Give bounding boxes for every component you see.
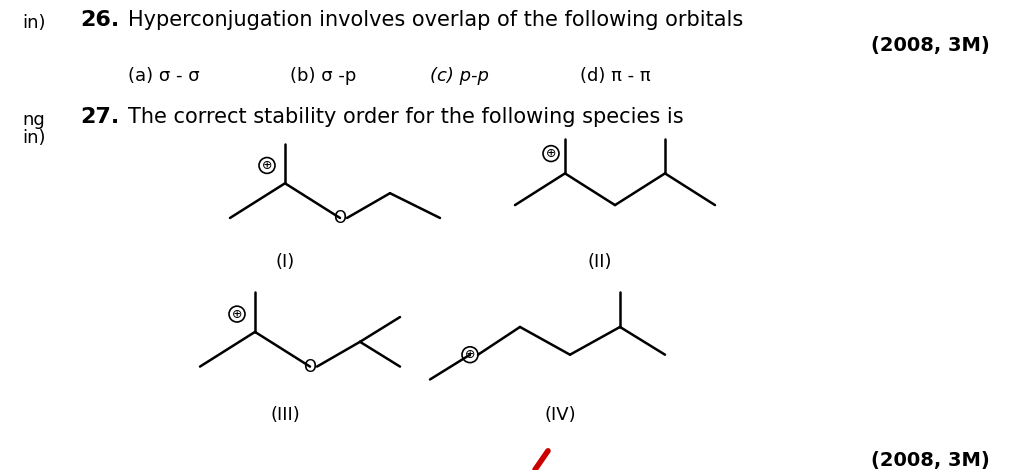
Text: ⊕: ⊕ (465, 348, 475, 361)
Text: 27.: 27. (80, 107, 119, 127)
Text: (c) p-p: (c) p-p (430, 67, 488, 85)
Text: O: O (334, 209, 346, 227)
Text: 26.: 26. (80, 10, 119, 30)
Text: ⊕: ⊕ (262, 159, 272, 172)
Text: (2008, 3M): (2008, 3M) (871, 36, 990, 55)
Text: (III): (III) (270, 406, 300, 424)
Text: ng: ng (22, 111, 45, 129)
Text: (II): (II) (588, 253, 612, 271)
Text: The correct stability order for the following species is: The correct stability order for the foll… (128, 107, 684, 127)
Text: Hyperconjugation involves overlap of the following orbitals: Hyperconjugation involves overlap of the… (128, 10, 743, 30)
Text: (a) σ - σ: (a) σ - σ (128, 67, 200, 85)
Text: (d) π - π: (d) π - π (580, 67, 650, 85)
Text: (IV): (IV) (544, 406, 575, 424)
Text: ⊕: ⊕ (546, 147, 556, 160)
Text: in): in) (22, 129, 45, 147)
Text: O: O (303, 357, 316, 375)
Text: (2008, 3M): (2008, 3M) (871, 451, 990, 470)
Text: in): in) (22, 14, 45, 32)
Text: (I): (I) (275, 253, 295, 271)
Text: ⊕: ⊕ (231, 308, 243, 320)
Text: (b) σ -p: (b) σ -p (290, 67, 356, 85)
